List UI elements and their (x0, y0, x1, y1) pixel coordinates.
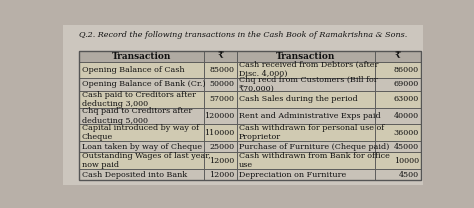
Bar (375, 108, 421, 124)
Text: 86000: 86000 (394, 66, 419, 74)
Text: Outstanding Wages of last year,
now paid: Outstanding Wages of last year, now paid (82, 152, 210, 169)
Bar (204, 169, 237, 180)
Text: 45000: 45000 (394, 143, 419, 151)
Bar (237, 152, 375, 169)
Text: Cash paid to Creditors after
deducting 3,000: Cash paid to Creditors after deducting 3… (82, 91, 196, 108)
Bar (80, 124, 204, 141)
Bar (80, 91, 204, 108)
Text: 110000: 110000 (204, 129, 235, 136)
Text: Cash withdrawn for personal use of
Proprietor: Cash withdrawn for personal use of Propr… (239, 124, 384, 141)
Text: 57000: 57000 (210, 95, 235, 103)
Bar (80, 51, 421, 180)
Text: 4500: 4500 (399, 171, 419, 179)
Text: 25000: 25000 (210, 143, 235, 151)
Bar (204, 141, 237, 152)
Bar (80, 108, 204, 124)
Bar (80, 169, 204, 180)
Text: Opening Balance of Cash: Opening Balance of Cash (82, 66, 184, 74)
Bar (237, 124, 375, 141)
Bar (80, 152, 204, 169)
Text: 12000: 12000 (209, 157, 235, 165)
Text: 36000: 36000 (393, 129, 419, 136)
Bar (375, 141, 421, 152)
Text: 63000: 63000 (393, 95, 419, 103)
Text: Cash Sales during the period: Cash Sales during the period (239, 95, 357, 103)
Bar (375, 169, 421, 180)
Bar (375, 62, 421, 78)
Bar (375, 78, 421, 91)
Text: Rent and Administrative Exps paid: Rent and Administrative Exps paid (239, 112, 381, 120)
Text: 40000: 40000 (394, 112, 419, 120)
Text: Chq paid to Creditors after
deducting 5,000: Chq paid to Creditors after deducting 5,… (82, 107, 192, 125)
Bar (375, 51, 421, 62)
Text: 69000: 69000 (393, 80, 419, 88)
Text: Purchase of Furniture (Cheque paid): Purchase of Furniture (Cheque paid) (239, 143, 389, 151)
Bar (80, 62, 204, 78)
Text: Cash received from Debtors (after
Disc. 4,000): Cash received from Debtors (after Disc. … (239, 61, 378, 78)
Text: 10000: 10000 (394, 157, 419, 165)
Bar (204, 108, 237, 124)
Text: Cash Deposited into Bank: Cash Deposited into Bank (82, 171, 187, 179)
Bar (204, 91, 237, 108)
Bar (204, 152, 237, 169)
Text: ₹: ₹ (217, 52, 224, 61)
Bar (204, 51, 237, 62)
Text: Loan taken by way of Cheque: Loan taken by way of Cheque (82, 143, 202, 151)
Bar (237, 62, 375, 78)
Bar (237, 169, 375, 180)
Bar (375, 124, 421, 141)
Text: Transaction: Transaction (276, 52, 336, 61)
Text: 50000: 50000 (210, 80, 235, 88)
Bar (204, 62, 237, 78)
Bar (237, 141, 375, 152)
Text: ₹: ₹ (395, 52, 401, 61)
Text: Chq recd from Customers (Bill for
₹70,000): Chq recd from Customers (Bill for ₹70,00… (239, 76, 377, 93)
Bar (375, 152, 421, 169)
Bar (80, 78, 204, 91)
Bar (204, 78, 237, 91)
Text: Capital introduced by way of
Cheque: Capital introduced by way of Cheque (82, 124, 199, 141)
Bar (375, 91, 421, 108)
Text: Q.2. Record the following transactions in the Cash Book of Ramakrishna & Sons.: Q.2. Record the following transactions i… (79, 31, 407, 39)
Text: 120000: 120000 (204, 112, 235, 120)
Bar (204, 124, 237, 141)
Bar (237, 51, 375, 62)
Text: 12000: 12000 (209, 171, 235, 179)
Text: Transaction: Transaction (112, 52, 172, 61)
Bar (237, 91, 375, 108)
Bar (237, 108, 375, 124)
Text: 85000: 85000 (210, 66, 235, 74)
Bar (80, 51, 204, 62)
Text: Opening Balance of Bank (Cr.): Opening Balance of Bank (Cr.) (82, 80, 205, 88)
Text: Cash withdrawn from Bank for office
use: Cash withdrawn from Bank for office use (239, 152, 390, 169)
Bar (80, 141, 204, 152)
Text: Depreciation on Furniture: Depreciation on Furniture (239, 171, 346, 179)
Bar (237, 78, 375, 91)
